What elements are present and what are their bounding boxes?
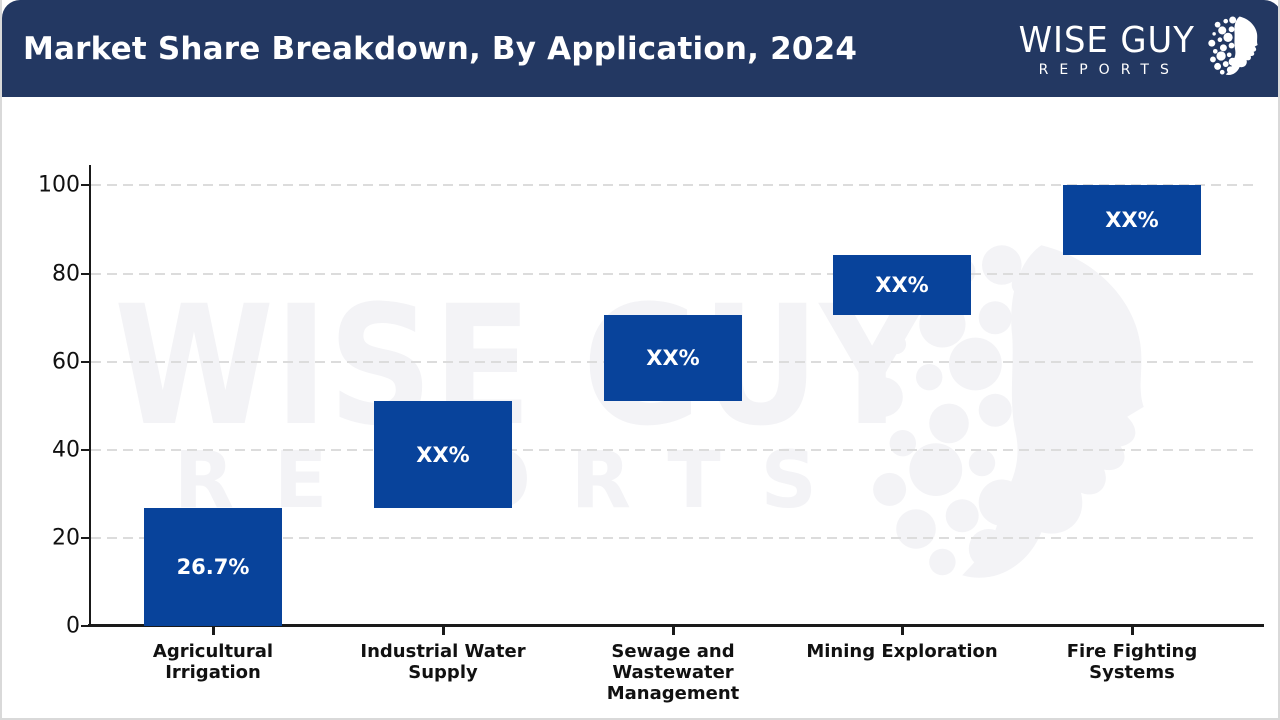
y-tick-0 — [81, 625, 89, 627]
x-tick-4 — [901, 627, 904, 635]
watermark-brand-text: WISE GUY — [114, 270, 925, 462]
y-tick-60 — [81, 360, 89, 363]
bar-value-label: 26.7% — [176, 555, 250, 580]
bar-value-label: XX% — [416, 442, 470, 467]
x-category-label-4: Mining Exploration — [806, 641, 998, 662]
gridline-y-20 — [91, 536, 1255, 539]
gridline-y-100 — [91, 184, 1255, 187]
y-tick-label-100: 100 — [38, 172, 80, 198]
waterfall-bar-4: XX% — [833, 255, 971, 316]
x-tick-1 — [212, 627, 215, 635]
brand-logo-text: WISE GUY REPORTS — [1013, 20, 1201, 78]
bar-value-label: XX% — [875, 273, 929, 298]
x-category-label-5: Fire Fighting Systems — [1066, 641, 1198, 683]
y-tick-label-80: 80 — [52, 261, 80, 287]
waterfall-bar-1: 26.7% — [144, 508, 282, 626]
waterfall-bar-3: XX% — [604, 315, 742, 402]
brand-subtitle: REPORTS — [1038, 61, 1180, 78]
y-tick-20 — [81, 536, 89, 539]
x-category-label-2: Industrial Water Supply — [360, 641, 526, 683]
y-tick-label-40: 40 — [52, 437, 80, 463]
bar-value-label: XX% — [1105, 208, 1159, 233]
y-tick-label-0: 0 — [66, 613, 80, 639]
x-tick-3 — [672, 627, 675, 635]
header-bar: Market Share Breakdown, By Application, … — [2, 0, 1278, 97]
y-tick-label-20: 20 — [52, 525, 80, 551]
x-tick-5 — [1131, 627, 1134, 635]
x-tick-2 — [442, 627, 445, 635]
y-tick-label-60: 60 — [52, 349, 80, 375]
x-axis-line — [88, 624, 1264, 627]
brand-logo: WISE GUY REPORTS — [1013, 14, 1265, 84]
y-tick-40 — [81, 448, 89, 451]
x-category-label-1: Agricultural Irrigation — [152, 641, 274, 683]
brand-name: WISE GUY — [1018, 19, 1195, 61]
waterfall-bar-5: XX% — [1063, 185, 1201, 255]
x-category-label-3: Sewage and Wastewater Management — [606, 641, 740, 704]
brand-head-icon — [1208, 16, 1258, 75]
waterfall-chart: 0 20 40 60 80 100 26.7% Agricultural Irrigation… — [2, 97, 1278, 718]
page-title: Market Share Breakdown, By Application, … — [23, 30, 858, 67]
watermark-head-icon — [863, 245, 1144, 578]
gridline-y-80 — [91, 272, 1255, 275]
gridline-y-40 — [91, 448, 1255, 451]
y-axis-line — [89, 165, 91, 627]
waterfall-bar-2: XX% — [374, 401, 512, 509]
y-tick-80 — [81, 272, 89, 275]
y-tick-100 — [81, 184, 89, 187]
bar-value-label: XX% — [646, 346, 700, 371]
